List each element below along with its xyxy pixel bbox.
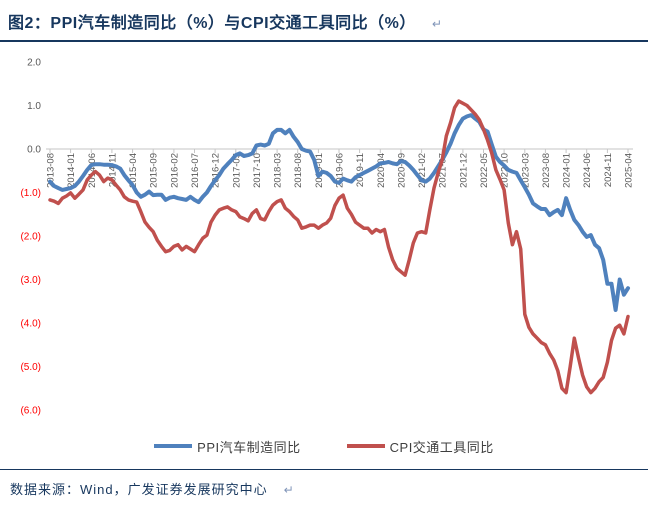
svg-text:2020-09: 2020-09 bbox=[396, 153, 407, 188]
svg-text:2014-01: 2014-01 bbox=[66, 153, 77, 188]
legend-line-swatch-red bbox=[346, 444, 385, 448]
svg-text:2021-02: 2021-02 bbox=[417, 153, 428, 188]
svg-text:2021-12: 2021-12 bbox=[458, 153, 469, 188]
svg-text:2017-05: 2017-05 bbox=[231, 153, 242, 188]
series-line-cpi-red bbox=[48, 99, 630, 395]
svg-text:2020-04: 2020-04 bbox=[376, 153, 387, 188]
legend-item-ppi: PPI汽车制造同比 bbox=[154, 437, 300, 456]
legend-label-ppi: PPI汽车制造同比 bbox=[197, 439, 301, 455]
svg-text:2024-06: 2024-06 bbox=[582, 153, 593, 188]
svg-text:2021-07: 2021-07 bbox=[438, 153, 449, 188]
svg-text:2025-04: 2025-04 bbox=[624, 153, 635, 188]
paragraph-return-icon: ↵ bbox=[283, 483, 295, 497]
legend-item-cpi: CPI交通工具同比 bbox=[346, 437, 494, 456]
svg-text:2.0: 2.0 bbox=[27, 58, 41, 69]
svg-text:(1.0): (1.0) bbox=[20, 188, 41, 199]
svg-text:2022-10: 2022-10 bbox=[500, 153, 511, 188]
svg-text:2022-05: 2022-05 bbox=[479, 153, 490, 188]
svg-text:2017-10: 2017-10 bbox=[252, 153, 263, 188]
data-source-note: 数据来源：Wind，广发证券发展研究中心 ↵ bbox=[0, 470, 648, 498]
legend-label-cpi: CPI交通工具同比 bbox=[389, 439, 494, 455]
svg-text:2015-04: 2015-04 bbox=[128, 153, 139, 188]
series-line-ppi-blue bbox=[48, 113, 630, 312]
svg-text:2014-06: 2014-06 bbox=[87, 153, 98, 188]
figure-title-bar: 图2：PPI汽车制造同比（%）与CPI交通工具同比（%） ↵ bbox=[0, 0, 648, 42]
svg-text:2024-11: 2024-11 bbox=[603, 153, 614, 187]
line-chart-svg: 2.01.00.0(1.0)(2.0)(3.0)(4.0)(5.0)(6.0)2… bbox=[20, 58, 635, 417]
svg-text:2013-08: 2013-08 bbox=[46, 153, 57, 188]
data-source-text: 数据来源：Wind，广发证券发展研究中心 bbox=[10, 482, 268, 497]
svg-text:2019-01: 2019-01 bbox=[314, 153, 325, 188]
chart-legend: PPI汽车制造同比 CPI交通工具同比 bbox=[0, 436, 648, 456]
legend-line-swatch-blue bbox=[154, 444, 193, 448]
svg-text:2019-06: 2019-06 bbox=[335, 153, 346, 188]
svg-text:2024-01: 2024-01 bbox=[562, 153, 573, 188]
svg-text:2014-11: 2014-11 bbox=[107, 153, 118, 187]
svg-text:1.0: 1.0 bbox=[27, 101, 41, 112]
svg-text:(5.0): (5.0) bbox=[20, 362, 41, 373]
svg-text:2023-08: 2023-08 bbox=[541, 153, 552, 188]
x-axis-labels: 2013-08 2014-01 2014-06 2014-11 2015-04 2015-… bbox=[46, 153, 635, 188]
svg-text:2015-09: 2015-09 bbox=[149, 153, 160, 188]
svg-text:2018-08: 2018-08 bbox=[293, 153, 304, 188]
svg-text:2018-03: 2018-03 bbox=[273, 153, 284, 188]
svg-text:(2.0): (2.0) bbox=[20, 232, 41, 243]
svg-text:(3.0): (3.0) bbox=[20, 275, 41, 286]
y-axis-labels: 2.0 1.0 0.0 (1.0) (2.0) (3.0) (4.0) (5.0) (6.0) bbox=[20, 58, 41, 417]
paragraph-return-icon: ↵ bbox=[431, 17, 442, 31]
svg-text:2016-12: 2016-12 bbox=[211, 153, 222, 188]
svg-text:2016-02: 2016-02 bbox=[169, 153, 180, 188]
figure-title: 图2：PPI汽车制造同比（%）与CPI交通工具同比（%） bbox=[8, 15, 416, 32]
footer-bar: 数据来源：Wind，广发证券发展研究中心 ↵ bbox=[0, 469, 648, 516]
svg-text:2023-03: 2023-03 bbox=[520, 153, 531, 188]
svg-text:0.0: 0.0 bbox=[27, 145, 41, 156]
svg-text:2016-07: 2016-07 bbox=[190, 153, 201, 188]
x-axis bbox=[46, 148, 633, 153]
svg-text:(4.0): (4.0) bbox=[20, 319, 41, 330]
chart-area: 2.0 1.0 0.0 (1.0) (2.0) (3.0) (4.0) (5.0) (6.0) 2… bbox=[0, 44, 648, 422]
svg-text:(6.0): (6.0) bbox=[20, 406, 41, 417]
svg-text:2019-11: 2019-11 bbox=[355, 153, 366, 187]
